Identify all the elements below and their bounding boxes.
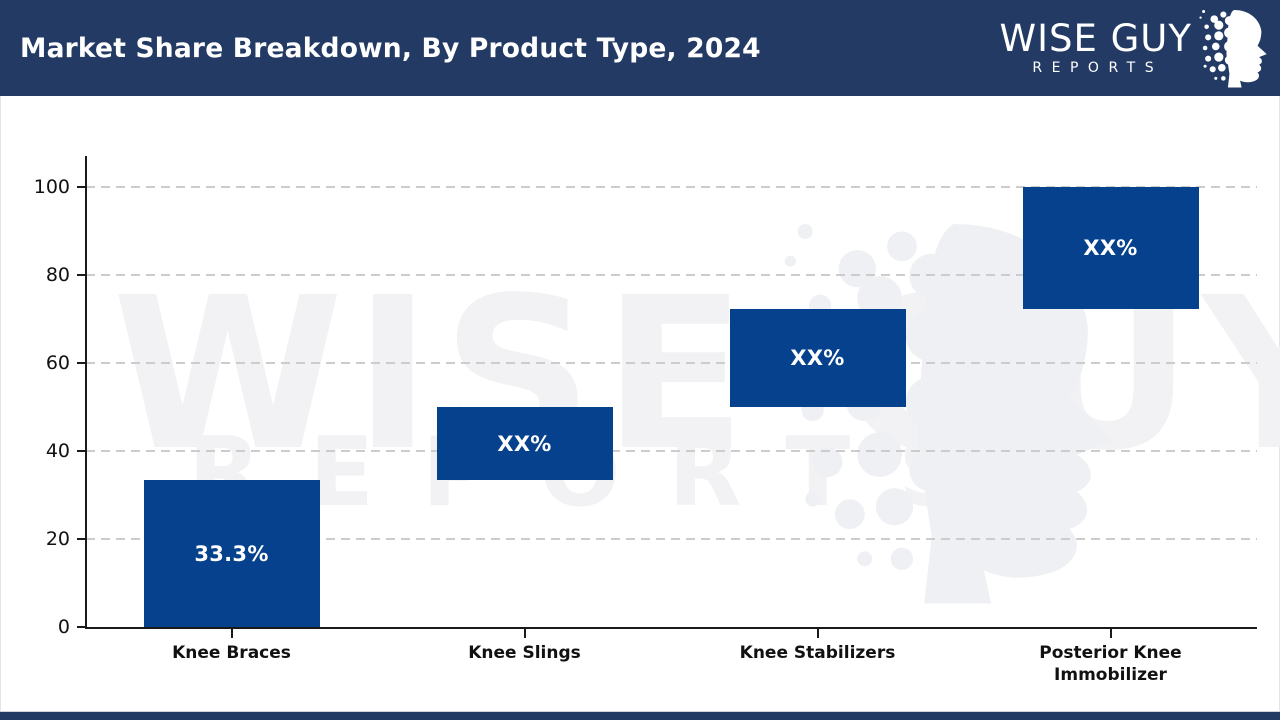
x-tick-mark — [816, 629, 819, 638]
y-tick-label: 60 — [45, 352, 70, 374]
logo-wiseguy-text: WISE GUY — [999, 16, 1192, 60]
logo-reports-text: REPORTS — [1032, 60, 1164, 77]
x-tick-mark — [523, 629, 526, 638]
y-tick-label: 40 — [45, 440, 70, 462]
header-bar: Market Share Breakdown, By Product Type,… — [0, 0, 1280, 96]
x-tick-mark — [230, 629, 233, 638]
brand-logo-text: WISE GUY REPORTS — [999, 16, 1192, 77]
x-category-label: Posterior Knee Immobilizer — [1039, 643, 1182, 685]
y-tick-label: 100 — [33, 176, 70, 198]
y-tick-label: 20 — [45, 528, 70, 550]
gridline-40 — [86, 450, 1257, 452]
gridline-60 — [86, 362, 1257, 364]
bar-value-label: XX% — [790, 346, 845, 371]
bar-value-label: 33.3% — [194, 541, 269, 566]
bar-knee-stabilizers: XX% — [729, 309, 906, 407]
gridline-20 — [86, 538, 1257, 540]
x-category-label: Knee Stabilizers — [739, 643, 896, 663]
bar-value-label: XX% — [497, 431, 552, 456]
brand-logo: WISE GUY REPORTS — [1000, 6, 1272, 90]
bar-posterior-knee-immobilizer: XX% — [1022, 187, 1199, 310]
y-axis-line — [85, 156, 87, 629]
y-tick-mark — [77, 186, 85, 188]
y-tick-mark — [77, 538, 85, 540]
x-category-label: Knee Braces — [172, 643, 291, 663]
x-axis-line — [85, 627, 1257, 629]
y-tick-mark — [77, 274, 85, 276]
y-tick-label: 80 — [45, 264, 70, 286]
bar-value-label: XX% — [1083, 236, 1138, 261]
y-tick-mark — [77, 626, 85, 628]
bar-knee-braces: 33.3% — [143, 480, 320, 627]
y-tick-mark — [77, 362, 85, 364]
gridline-80 — [86, 274, 1257, 276]
y-tick-mark — [77, 450, 85, 452]
x-category-label: Knee Slings — [468, 643, 581, 663]
bar-knee-slings: XX% — [436, 407, 613, 481]
chart-title: Market Share Breakdown, By Product Type,… — [20, 32, 761, 64]
y-tick-label: 0 — [57, 616, 70, 638]
footer-bar — [0, 711, 1280, 720]
gridline-100 — [86, 186, 1257, 188]
x-tick-mark — [1109, 629, 1112, 638]
